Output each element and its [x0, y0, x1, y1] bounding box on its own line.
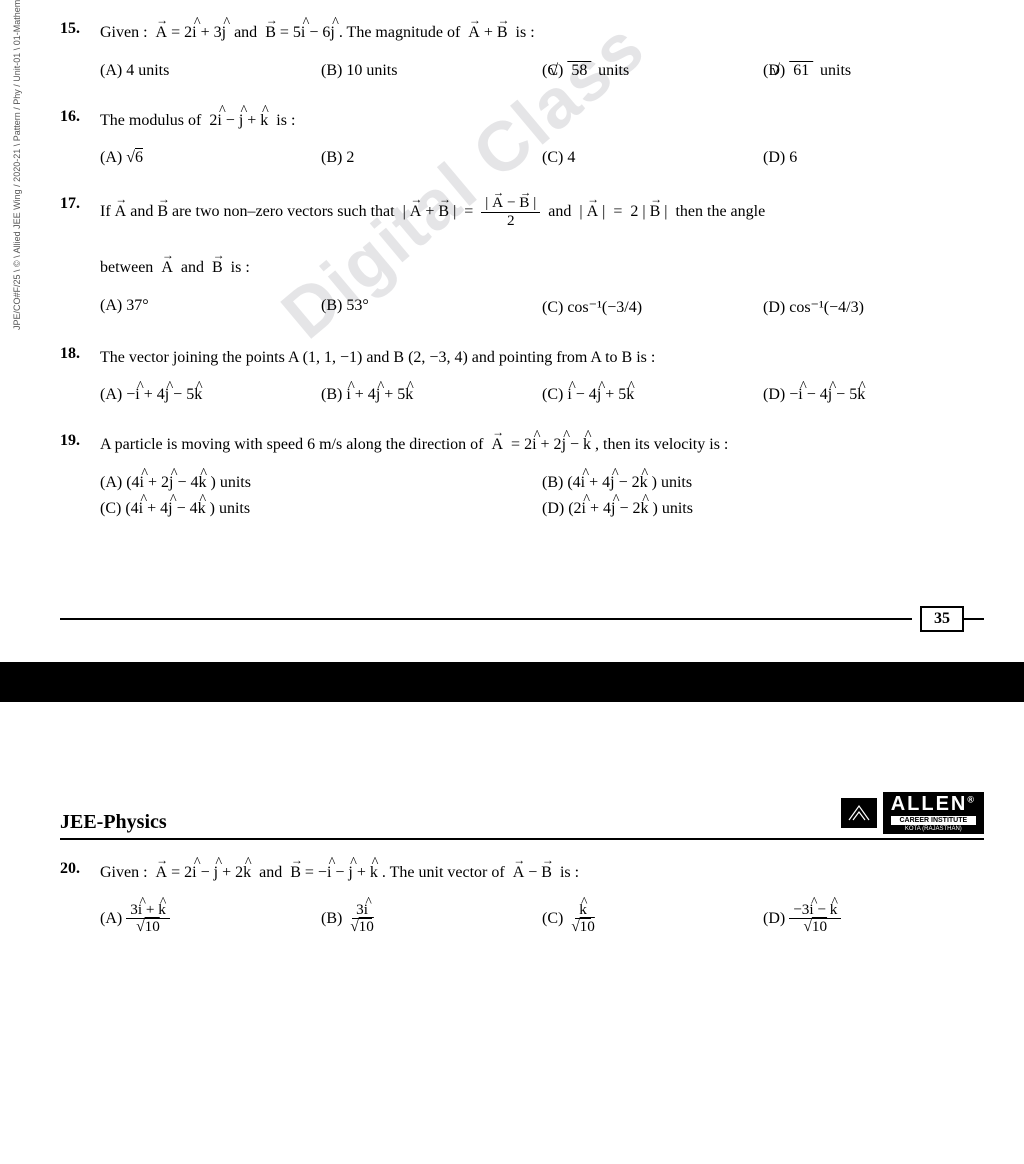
opt-d: (D) 6 — [763, 145, 984, 171]
q-number: 17. — [60, 195, 100, 327]
q-text: Given : A = 2i − j + 2k and B = −i − j +… — [100, 860, 984, 886]
opt-c: (C) (4i + 4j − 4k ) units — [100, 496, 542, 522]
opt-a: (A) 4 units — [100, 58, 321, 84]
page-2: JEE-Physics ALLEN® CAREER INSTITUTE KOTA… — [0, 782, 1024, 994]
question-15: 15. Given : A = 2i + 3j and B = 5i − 6j … — [60, 20, 984, 90]
opt-b: (B) 53° — [321, 293, 542, 321]
opt-d: (D) −3i − k√10 — [763, 898, 984, 940]
q-number: 20. — [60, 860, 100, 946]
section-title: JEE-Physics — [60, 811, 167, 834]
page-number: 35 — [920, 606, 964, 632]
brand-icon — [841, 798, 877, 828]
q-body: Given : A = 2i − j + 2k and B = −i − j +… — [100, 860, 984, 946]
opt-b: (B) i + 4j + 5k — [321, 382, 542, 408]
opt-c: (C) 58 √ units — [542, 58, 763, 84]
opt-c: (C) 4 — [542, 145, 763, 171]
side-note: JPE/CO#F/25 \ © \ Allied JEE Wing / 2020… — [12, 0, 22, 330]
q-body: If A and B are two non–zero vectors such… — [100, 195, 984, 327]
footer-rule — [60, 618, 912, 620]
page-footer: 35 — [0, 606, 1024, 632]
q-text: Given : A = 2i + 3j and B = 5i − 6j . Th… — [100, 20, 984, 46]
q-body: The modulus of 2i − j + k is : (A) √6 (B… — [100, 108, 984, 178]
q-number: 18. — [60, 345, 100, 415]
q-number: 15. — [60, 20, 100, 90]
options: (A) 37° (B) 53° (C) cos⁻¹(−3/4) (D) cos⁻… — [100, 293, 984, 321]
q-number: 19. — [60, 432, 100, 528]
page-header: JEE-Physics ALLEN® CAREER INSTITUTE KOTA… — [60, 792, 984, 840]
options: (A) √6 (B) 2 (C) 4 (D) 6 — [100, 145, 984, 171]
opt-b: (B) 2 — [321, 145, 542, 171]
options: (A) −i + 4j − 5k (B) i + 4j + 5k (C) i −… — [100, 382, 984, 408]
footer-tail — [964, 618, 984, 620]
brand-sub1: CAREER INSTITUTE — [891, 816, 976, 825]
q-body: A particle is moving with speed 6 m/s al… — [100, 432, 984, 528]
opt-c: (C) i − 4j + 5k — [542, 382, 763, 408]
opt-d: (D) cos⁻¹(−4/3) — [763, 293, 984, 321]
q-text: The vector joining the points A (1, 1, −… — [100, 345, 984, 371]
q-number: 16. — [60, 108, 100, 178]
q-text: A particle is moving with speed 6 m/s al… — [100, 432, 984, 458]
question-19: 19. A particle is moving with speed 6 m/… — [60, 432, 984, 528]
opt-b: (B) 3i√10 — [321, 898, 542, 940]
opt-a: (A) 37° — [100, 293, 321, 321]
page-separator — [0, 662, 1024, 702]
opt-a: (A) (4i + 2j − 4k ) units — [100, 470, 542, 496]
question-17: 17. If A and B are two non–zero vectors … — [60, 195, 984, 327]
brand-sub2: KOTA (RAJASTHAN) — [891, 826, 976, 832]
opt-b: (B) (4i + 4j − 2k ) units — [542, 470, 984, 496]
options: (A) 3i + k√10 (B) 3i√10 (C) k√10 (D) −3i… — [100, 898, 984, 940]
question-20: 20. Given : A = 2i − j + 2k and B = −i −… — [60, 860, 984, 946]
question-16: 16. The modulus of 2i − j + k is : (A) √… — [60, 108, 984, 178]
question-18: 18. The vector joining the points A (1, … — [60, 345, 984, 415]
brand-name: ALLEN — [891, 793, 968, 815]
brand-badge: ALLEN® CAREER INSTITUTE KOTA (RAJASTHAN) — [841, 792, 984, 834]
opt-c: (C) cos⁻¹(−3/4) — [542, 293, 763, 321]
opt-c: (C) k√10 — [542, 898, 763, 940]
opt-a: (A) √6 — [100, 145, 321, 171]
opt-d: (D) 61 √ units — [763, 58, 984, 84]
options: (A) (4i + 2j − 4k ) units (B) (4i + 4j −… — [100, 470, 984, 522]
brand-box: ALLEN® CAREER INSTITUTE KOTA (RAJASTHAN) — [883, 792, 984, 834]
options: (A) 4 units (B) 10 units (C) 58 √ units … — [100, 58, 984, 84]
opt-a: (A) −i + 4j − 5k — [100, 382, 321, 408]
page-1: Digital Class JPE/CO#F/25 \ © \ Allied J… — [0, 0, 1024, 566]
q-text: If A and B are two non–zero vectors such… — [100, 195, 984, 281]
opt-a: (A) 3i + k√10 — [100, 898, 321, 940]
opt-d: (D) −i − 4j − 5k — [763, 382, 984, 408]
q-body: The vector joining the points A (1, 1, −… — [100, 345, 984, 415]
opt-b: (B) 10 units — [321, 58, 542, 84]
q-text: The modulus of 2i − j + k is : — [100, 108, 984, 134]
opt-d: (D) (2i + 4j − 2k ) units — [542, 496, 984, 522]
q-body: Given : A = 2i + 3j and B = 5i − 6j . Th… — [100, 20, 984, 90]
